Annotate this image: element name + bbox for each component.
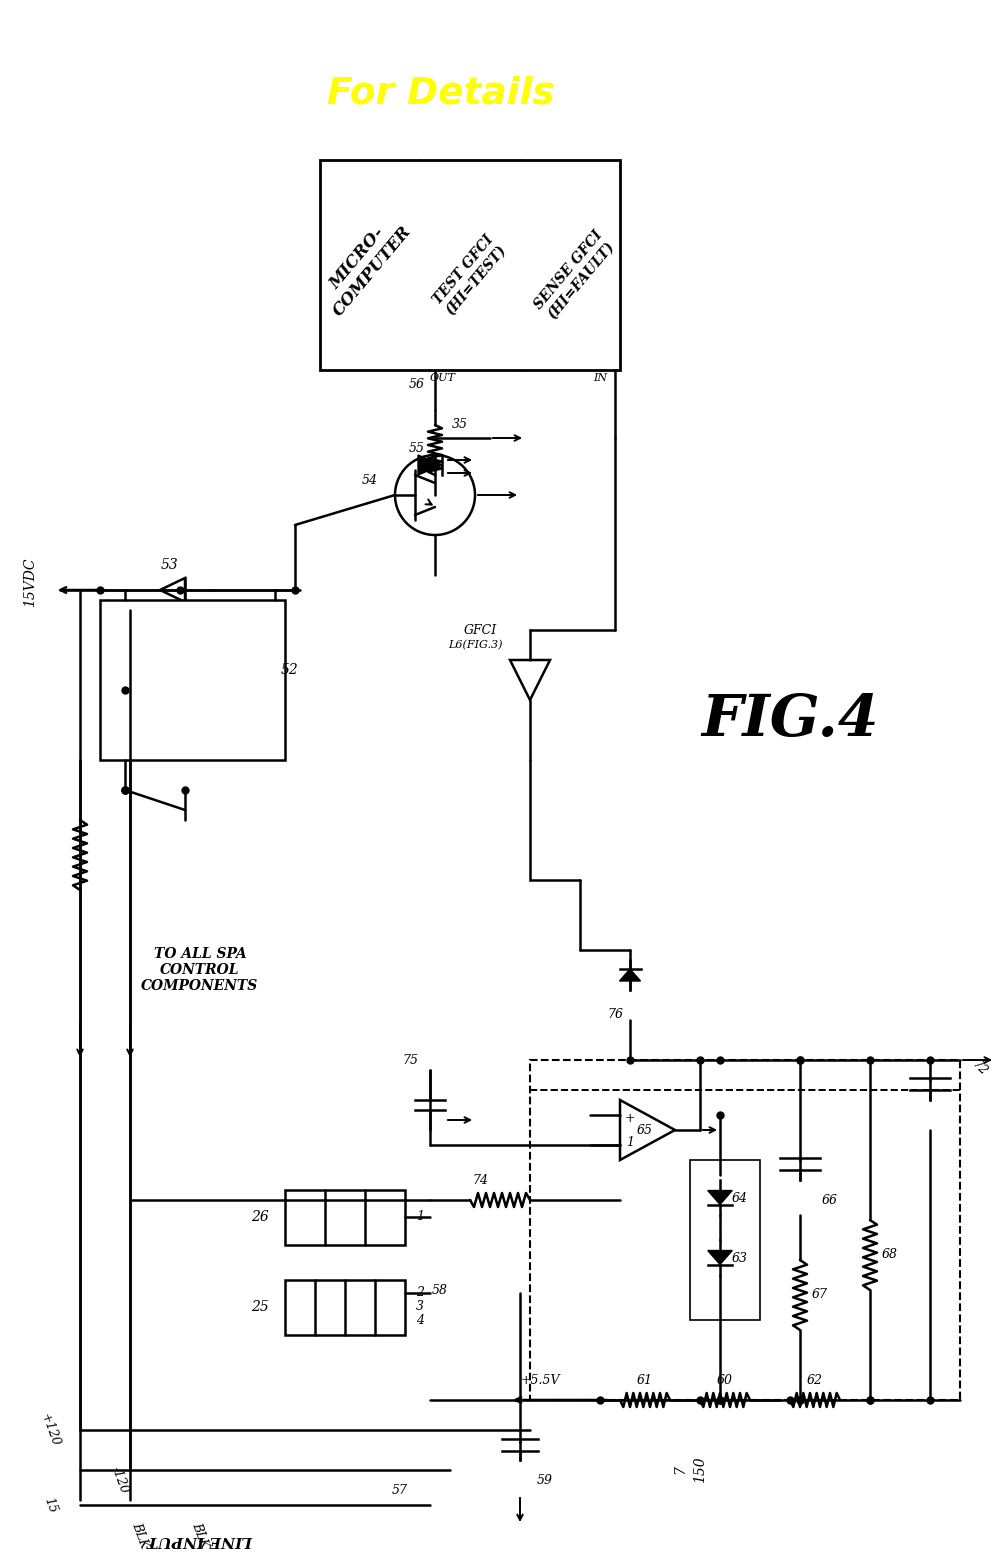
- Text: BLK: BLK: [129, 1521, 151, 1550]
- Text: +: +: [625, 1111, 636, 1125]
- Text: 54: 54: [362, 474, 378, 486]
- Bar: [530, 1059, 960, 1401]
- Text: For Details: For Details: [326, 76, 555, 112]
- Text: 52: 52: [281, 664, 299, 678]
- Bar: [285, 1281, 405, 1335]
- Text: MICRO-
COMPUTER: MICRO- COMPUTER: [315, 210, 415, 319]
- Text: +120: +120: [38, 1412, 62, 1449]
- Text: 66: 66: [822, 1193, 838, 1206]
- Text: 150: 150: [693, 1457, 707, 1483]
- Text: +5.5V: +5.5V: [521, 1374, 560, 1387]
- Text: BLK: BLK: [189, 1521, 210, 1550]
- Text: 76: 76: [607, 1008, 623, 1022]
- Text: TEST GFCI
(HI=TEST): TEST GFCI (HI=TEST): [430, 232, 510, 318]
- Bar: [285, 1190, 405, 1245]
- Text: 25: 25: [251, 1299, 269, 1313]
- Text: 62: 62: [807, 1374, 823, 1387]
- Bar: [320, 160, 620, 369]
- Text: 2: 2: [416, 1287, 424, 1299]
- Polygon shape: [708, 1251, 733, 1265]
- Polygon shape: [620, 969, 641, 982]
- Text: 61: 61: [637, 1374, 653, 1387]
- Text: 74: 74: [472, 1173, 488, 1187]
- Text: 53: 53: [161, 558, 179, 572]
- Text: FIG.4: FIG.4: [702, 692, 879, 748]
- Text: 26: 26: [251, 1211, 269, 1225]
- Text: OUT: OUT: [430, 372, 455, 383]
- Text: 64: 64: [732, 1192, 748, 1204]
- Text: 3: 3: [416, 1301, 424, 1313]
- Text: LINE INPUT: LINE INPUT: [147, 1533, 253, 1547]
- Text: 68: 68: [882, 1248, 898, 1262]
- Text: 75: 75: [402, 1053, 418, 1067]
- Text: 63: 63: [732, 1251, 748, 1265]
- Polygon shape: [708, 1190, 733, 1204]
- Polygon shape: [160, 578, 185, 601]
- Text: 59: 59: [537, 1474, 553, 1486]
- Text: -120: -120: [109, 1465, 131, 1496]
- Text: 35: 35: [452, 419, 468, 432]
- Text: 58: 58: [432, 1284, 448, 1296]
- Text: 1: 1: [416, 1211, 424, 1223]
- Text: 1: 1: [626, 1136, 634, 1148]
- Text: CLICK HERE: CLICK HERE: [381, 30, 499, 47]
- Polygon shape: [418, 455, 442, 475]
- Text: 72: 72: [970, 1058, 990, 1078]
- Text: 57: 57: [392, 1483, 408, 1497]
- Bar: [690, 1161, 760, 1320]
- Polygon shape: [510, 661, 550, 700]
- Text: 60: 60: [717, 1374, 733, 1387]
- Text: 15: 15: [41, 1496, 59, 1514]
- Text: L6(FIG.3): L6(FIG.3): [447, 640, 503, 650]
- Text: 4: 4: [416, 1315, 424, 1327]
- Text: SENSE GFCI
(HI=FAULT): SENSE GFCI (HI=FAULT): [532, 227, 618, 323]
- Text: 65: 65: [637, 1123, 653, 1136]
- Bar: [100, 600, 285, 760]
- Polygon shape: [620, 1100, 675, 1161]
- Text: 15VDC: 15VDC: [23, 558, 37, 606]
- Text: GFCI: GFCI: [463, 623, 496, 637]
- Text: 67: 67: [812, 1288, 828, 1301]
- Text: 7: 7: [673, 1466, 687, 1474]
- Text: 55: 55: [409, 441, 425, 455]
- Text: IN: IN: [593, 372, 607, 383]
- Text: TO ALL SPA
CONTROL
COMPONENTS: TO ALL SPA CONTROL COMPONENTS: [141, 947, 258, 992]
- Text: 56: 56: [409, 379, 425, 391]
